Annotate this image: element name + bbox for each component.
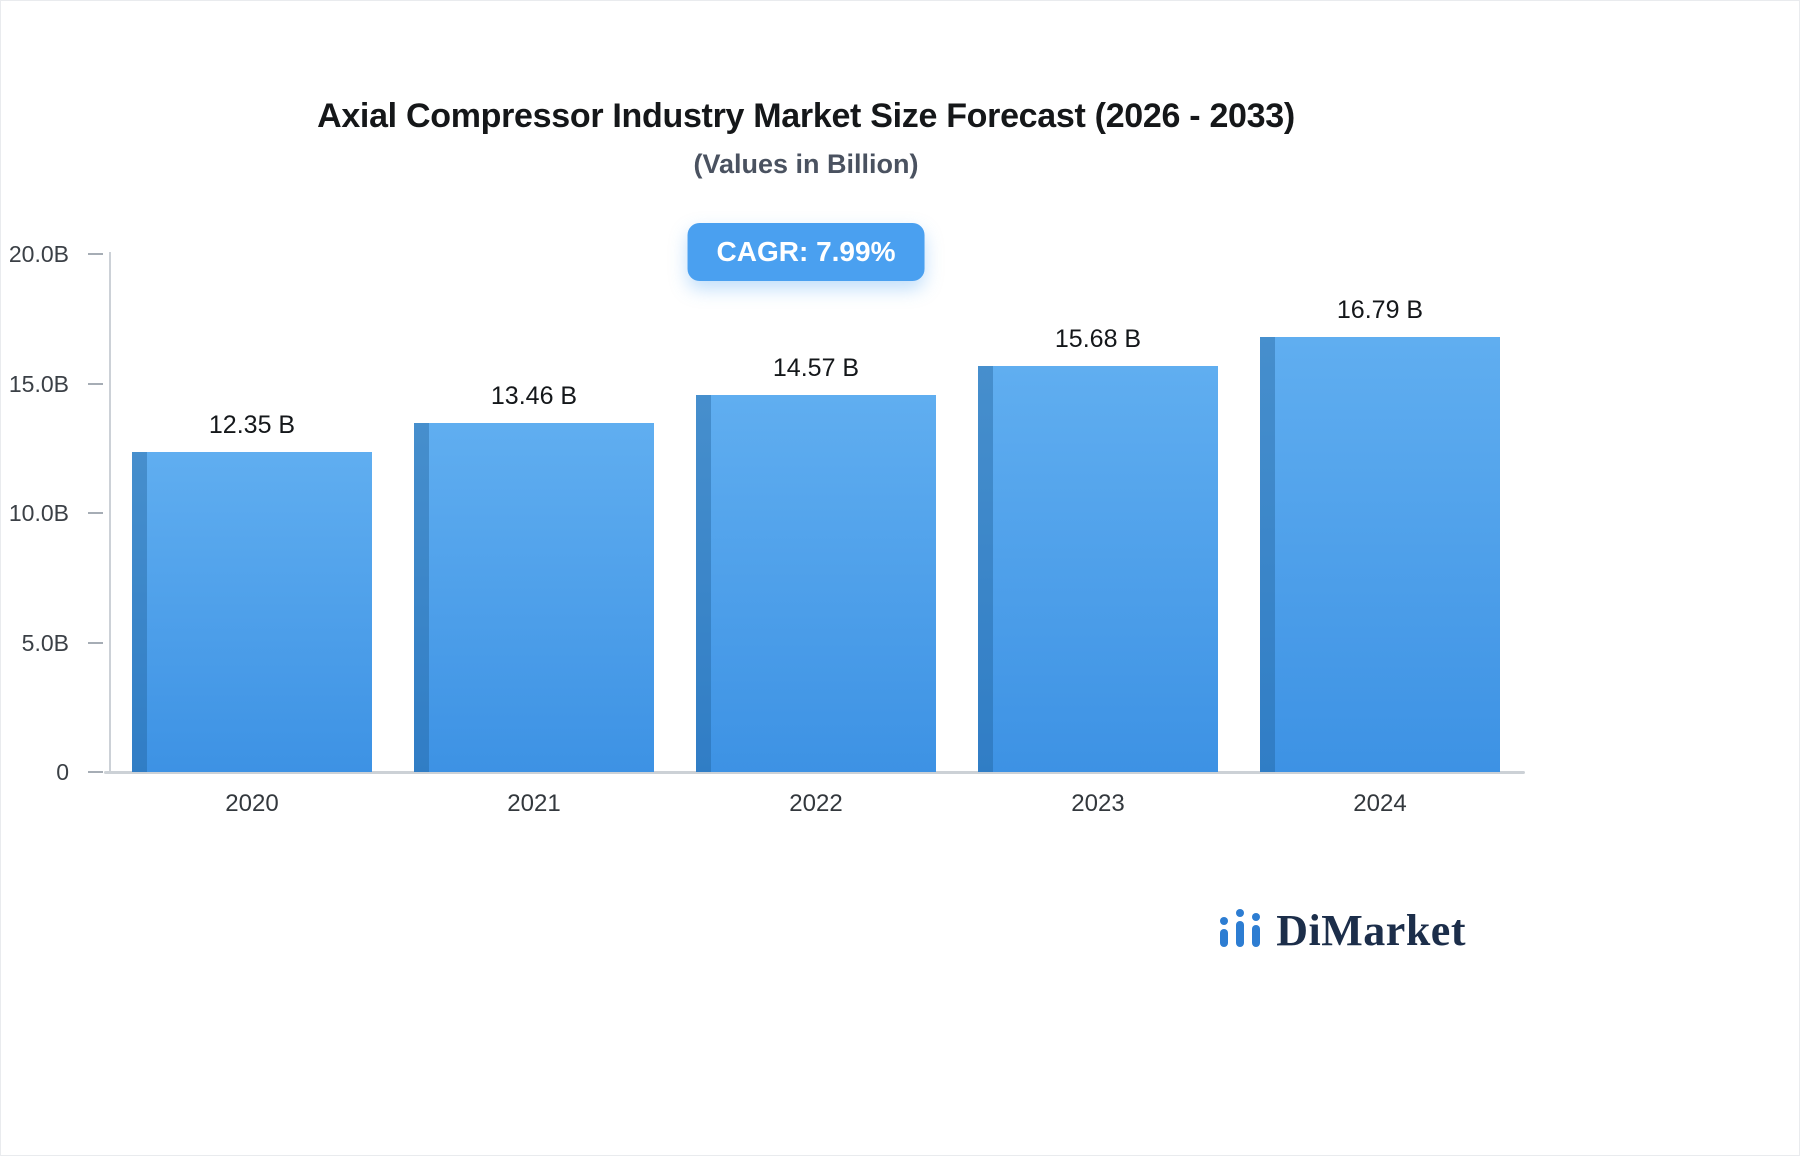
- y-axis-tick-label: 15.0B: [8, 370, 69, 397]
- y-axis-tick-mark: [88, 253, 103, 255]
- y-axis-tick-mark: [88, 641, 103, 644]
- y-axis-tick-mark: [88, 512, 103, 514]
- bar-group: 16.79 B 2024: [1239, 254, 1521, 817]
- bar: [414, 423, 654, 772]
- chart-title: Axial Compressor Industry Market Size Fo…: [317, 97, 1295, 135]
- bar-value-label: 16.79 B: [1336, 296, 1424, 325]
- bar-side-shade: [978, 365, 993, 772]
- x-axis-tick-label: 2022: [789, 790, 843, 817]
- x-axis-tick-label: 2024: [1353, 790, 1407, 817]
- bar-value-label: 15.68 B: [1054, 324, 1142, 353]
- x-axis-tick-label: 2023: [1071, 790, 1125, 817]
- x-axis-tick-label: 2020: [225, 790, 279, 817]
- dimarket-logo: DiMarket: [1216, 904, 1466, 957]
- x-axis-line: [104, 771, 1525, 774]
- bar-value-label: 12.35 B: [208, 411, 296, 440]
- bar-side-shade: [132, 452, 147, 772]
- bar-value-label: 14.57 B: [772, 353, 860, 382]
- logo-text: DiMarket: [1276, 906, 1466, 955]
- y-axis-tick-label: 0: [56, 759, 69, 785]
- bar: [696, 394, 936, 772]
- bar-group: 13.46 B 2021: [393, 254, 675, 817]
- bar: [978, 365, 1218, 772]
- bar-side-shade: [414, 423, 429, 772]
- bar-chart-logo-icon: [1216, 904, 1264, 957]
- y-axis-tick-label: 5.0B: [21, 629, 69, 656]
- chart-subtitle: (Values in Billion): [693, 149, 919, 179]
- bar-group: 14.57 B 2022: [675, 254, 957, 817]
- x-axis-tick-label: 2021: [507, 790, 561, 817]
- y-axis-tick-label: 10.0B: [8, 500, 69, 526]
- bar-group: 15.68 B 2023: [957, 254, 1239, 817]
- y-axis-tick-mark: [88, 382, 103, 385]
- cagr-badge: CAGR: 7.99%: [687, 223, 925, 281]
- bar: [1260, 337, 1500, 772]
- bar-side-shade: [696, 394, 711, 772]
- chart-area: Axial Compressor Industry Market Size Fo…: [1, 1, 1611, 1155]
- y-axis-tick-mark: [88, 771, 103, 773]
- plot-area: 12.35 B 2020 13.46 B 2021 14.57 B 2022 15.68 B…: [9, 241, 1525, 817]
- y-axis-line: [109, 252, 111, 772]
- bar-side-shade: [1260, 337, 1275, 772]
- y-axis-tick-label: 20.0B: [8, 241, 69, 267]
- bar-group: 12.35 B 2020: [111, 254, 393, 817]
- bar-value-label: 13.46 B: [490, 382, 578, 411]
- bar: [132, 452, 372, 772]
